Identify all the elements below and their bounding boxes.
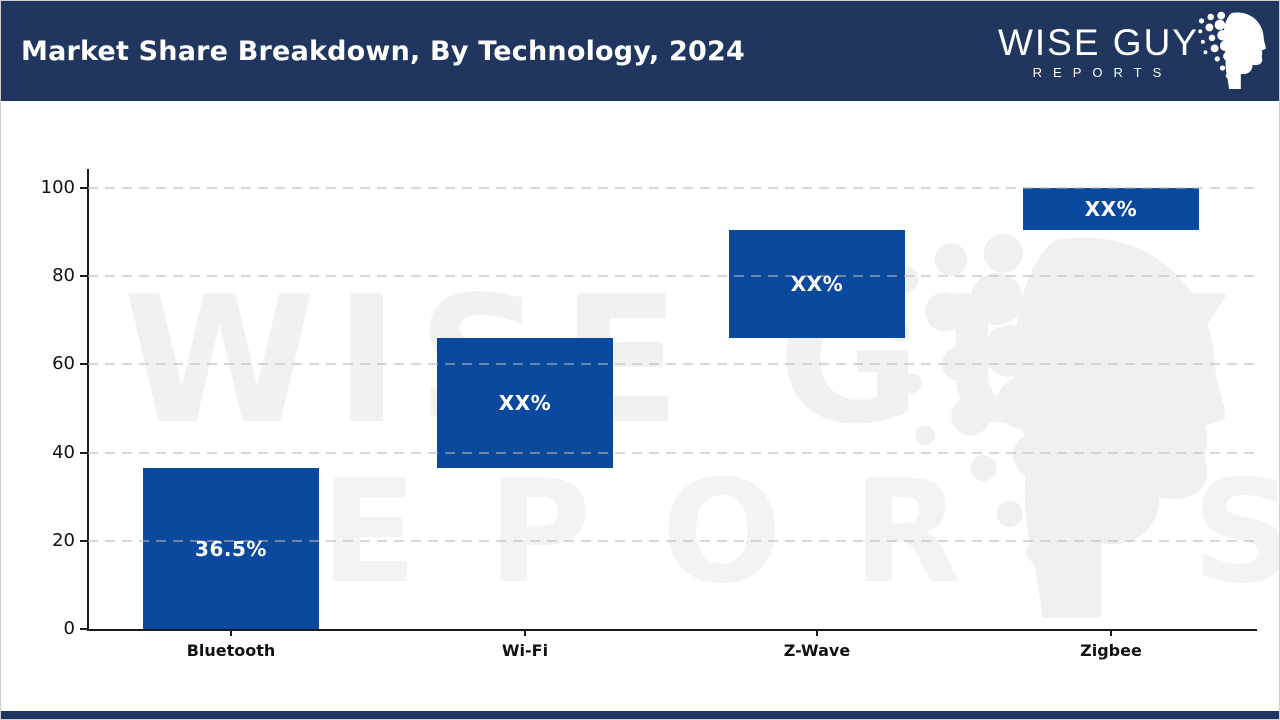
y-axis-tick-label: 40: [52, 441, 75, 463]
bar-zigbee: [1023, 188, 1199, 230]
brand-logo: WISE GUY REPORTS: [998, 7, 1267, 95]
gridline: [88, 451, 1257, 454]
x-axis-tick-label: Z-Wave: [783, 641, 851, 660]
gridline: [88, 187, 1257, 189]
x-axis-tick-label: Bluetooth: [186, 641, 276, 660]
y-axis-tick-label: 100: [40, 177, 75, 198]
y-axis-line: [87, 169, 89, 631]
x-axis-tick-label: Zigbee: [1080, 641, 1142, 660]
header: Market Share Breakdown, By Technology, 2…: [1, 1, 1279, 101]
footer-bar: [1, 711, 1279, 719]
y-axis-tick: [80, 187, 88, 189]
y-axis-tick-label: 80: [52, 265, 75, 287]
bar-value-label: XX%: [1084, 196, 1138, 221]
y-axis-tick: [80, 539, 88, 542]
x-axis-tick: [230, 629, 232, 636]
bar-value-label: XX%: [498, 390, 552, 415]
page-title: Market Share Breakdown, By Technology, 2…: [21, 35, 746, 67]
x-axis-tick: [524, 629, 526, 636]
bar-bluetooth: [143, 468, 319, 629]
bar-wi-fi: [437, 337, 613, 469]
y-axis-tick-label: 0: [63, 618, 75, 639]
bar-value-label: XX%: [790, 271, 844, 296]
x-axis-tick-label: Wi-Fi: [501, 641, 549, 660]
x-axis-tick: [816, 629, 818, 636]
bar-value-label: 36.5%: [195, 536, 267, 561]
gridline: [88, 275, 1257, 278]
y-axis-tick: [80, 451, 88, 454]
x-axis-tick: [1110, 629, 1112, 636]
logo-subtext: REPORTS: [1032, 64, 1173, 80]
logo-wordmark: WISE GUY: [997, 21, 1199, 63]
y-axis-tick: [80, 363, 88, 366]
x-axis-line: [87, 629, 1257, 631]
wise-guy-head-icon: [1198, 11, 1266, 89]
y-axis-tick-label: 20: [52, 529, 75, 551]
y-axis-tick: [80, 628, 88, 630]
y-axis-tick: [80, 275, 88, 278]
y-axis-tick-label: 60: [52, 353, 75, 375]
bar-z-wave: [729, 229, 905, 338]
gridline: [88, 363, 1257, 366]
gridline: [88, 539, 1257, 542]
brand-logo-text: WISE GUY REPORTS: [997, 21, 1199, 80]
